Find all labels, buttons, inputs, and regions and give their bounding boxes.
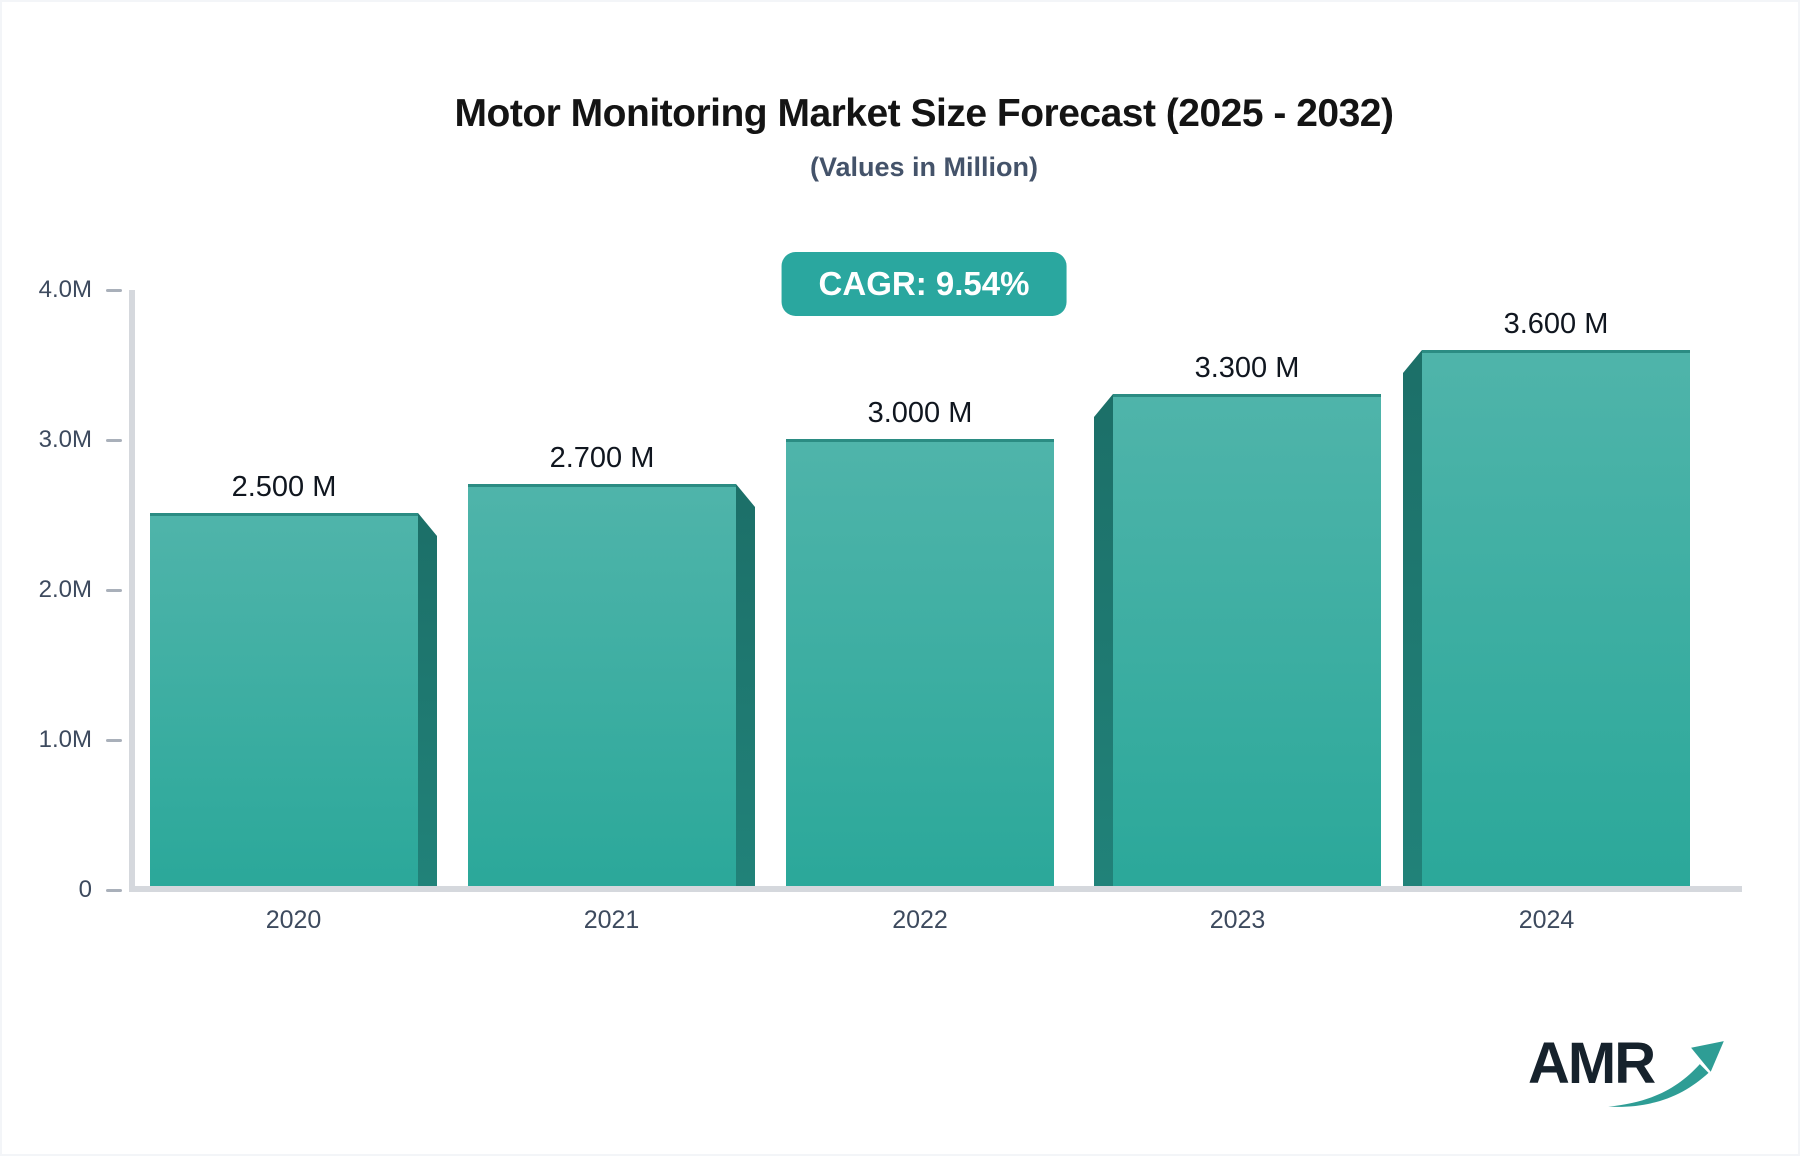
x-axis-line	[129, 886, 1742, 892]
bar-2023: 3.300 M 2023	[1094, 352, 1381, 934]
y-tick-label: 0	[78, 876, 92, 903]
y-tick-2m: 2.0M	[26, 576, 122, 603]
cagr-badge: CAGR: 9.54%	[781, 252, 1067, 316]
bar-front-face	[468, 484, 736, 886]
bar-2021: 2.700 M 2021	[468, 442, 755, 934]
logo-text: AMR	[1528, 1031, 1656, 1096]
y-tick-4m: 4.0M	[26, 276, 122, 303]
bar-front-face	[1422, 350, 1690, 886]
y-tick-1m: 1.0M	[26, 726, 122, 753]
x-axis-label: 2020	[265, 906, 322, 934]
y-tick-label: 2.0M	[38, 576, 92, 603]
chart-title: Motor Monitoring Market Size Forecast (2…	[454, 92, 1394, 135]
x-axis-label: 2022	[892, 906, 948, 934]
x-axis-label: 2021	[583, 906, 640, 934]
bar-value-label: 2.700 M	[549, 442, 655, 474]
bar-value-label: 3.600 M	[1503, 308, 1609, 340]
bar-value-label: 3.300 M	[1194, 352, 1300, 384]
bar-value-label: 2.500 M	[231, 471, 337, 503]
y-tick-0: 0	[26, 876, 122, 903]
tick-dash	[106, 438, 122, 442]
tick-dash	[106, 288, 122, 292]
y-axis-line	[129, 290, 135, 886]
tick-dash	[106, 588, 122, 592]
y-tick-3m: 3.0M	[26, 426, 122, 453]
bar-front-face	[786, 439, 1054, 886]
y-tick-label: 3.0M	[38, 426, 92, 453]
bar-2020: 2.500 M 2020	[150, 471, 437, 934]
y-tick-label: 4.0M	[38, 276, 92, 303]
chart-subtitle: (Values in Million)	[809, 152, 1039, 182]
x-axis-label: 2023	[1209, 906, 1266, 934]
bar-front-face	[150, 513, 418, 886]
bar-side-face	[736, 484, 755, 886]
bar-side-face	[418, 513, 437, 886]
bar-2024: 3.600 M 2024	[1403, 308, 1690, 934]
bar-front-face	[1113, 394, 1381, 886]
bar-side-face	[1403, 350, 1422, 886]
growth-arrow-icon	[1608, 1041, 1724, 1107]
bar-side-face	[1094, 394, 1113, 886]
tick-dash	[106, 888, 122, 892]
x-axis-label: 2024	[1518, 906, 1575, 934]
bar-2022: 3.000 M 2022	[786, 397, 1054, 934]
tick-dash	[106, 738, 122, 742]
bar-value-label: 3.000 M	[867, 397, 973, 429]
amr-logo: AMR	[1528, 1030, 1728, 1120]
y-tick-label: 1.0M	[38, 726, 92, 753]
